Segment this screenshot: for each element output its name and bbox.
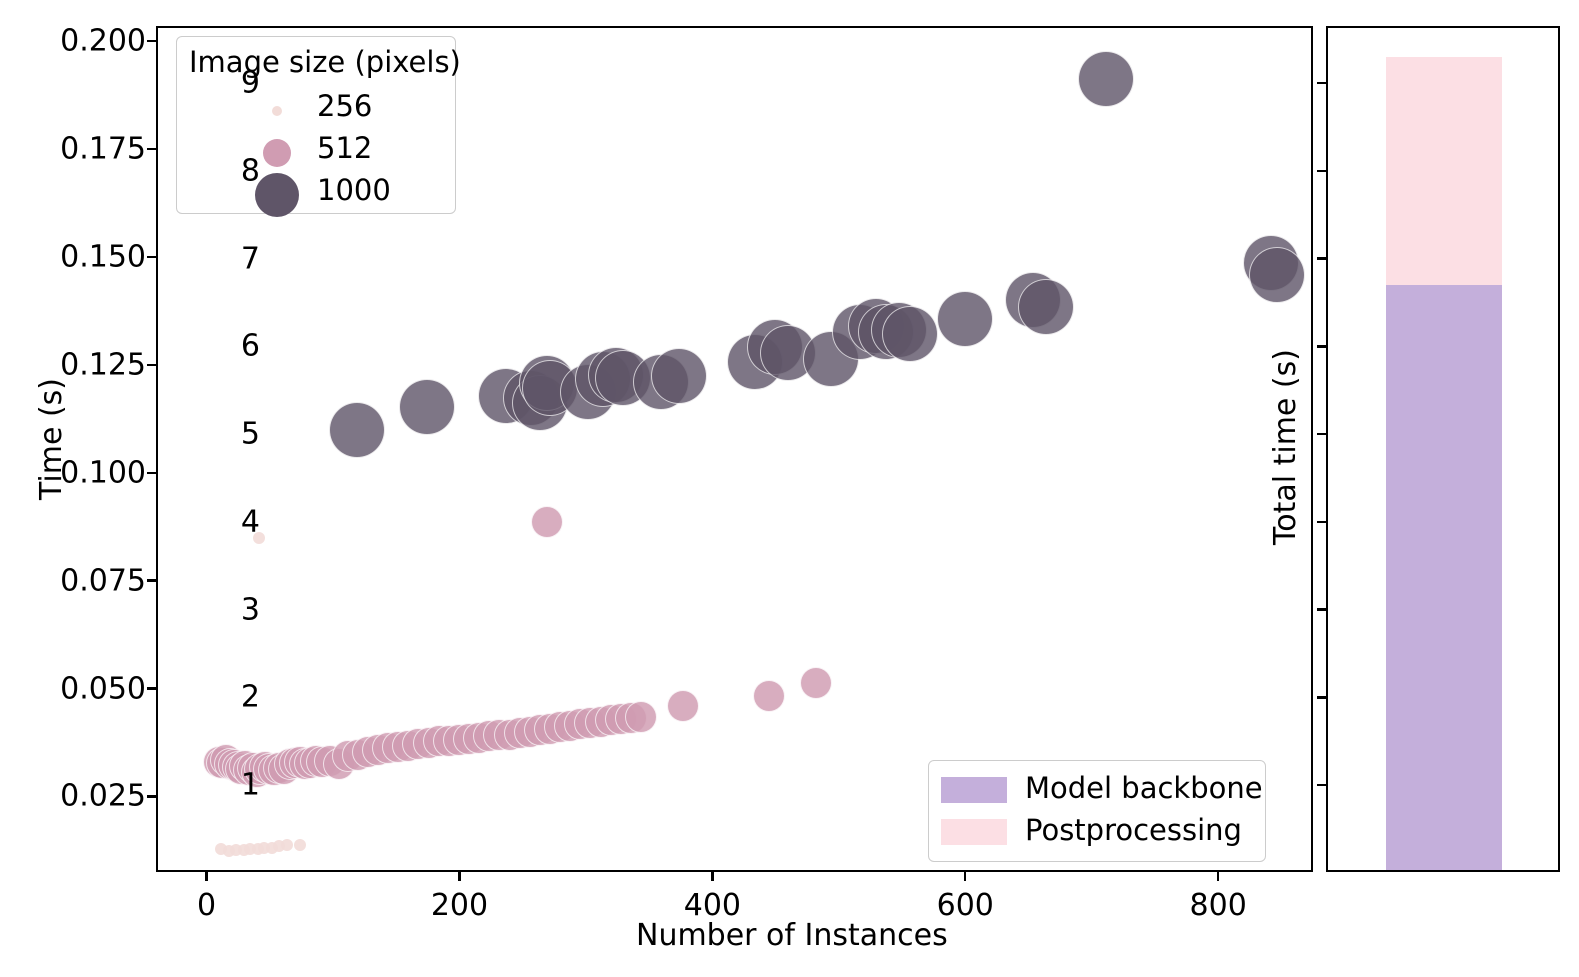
- y-tick-mark: [147, 795, 156, 798]
- right-y-tick-mark: [1317, 257, 1326, 260]
- right-y-tick-label: 4: [240, 504, 260, 540]
- stacked-bar-layer: [1328, 28, 1558, 870]
- right-y-tick-mark: [1317, 696, 1326, 699]
- right-y-tick-label: 6: [240, 328, 260, 364]
- right-y-tick-mark: [1317, 432, 1326, 436]
- size-legend-title: Image size (pixels): [189, 45, 461, 79]
- y-tick-mark: [147, 39, 156, 43]
- x-tick-label: 0: [197, 888, 217, 923]
- scatter-point: [1017, 279, 1074, 336]
- y-tick-label: 0.125: [60, 347, 146, 383]
- total-time-bar-axes: [1326, 26, 1560, 872]
- size-legend-entry-512[interactable]: 512: [177, 131, 455, 175]
- scatter-point: [293, 838, 306, 851]
- x-tick-mark: [1216, 872, 1220, 881]
- y-tick-mark: [147, 687, 156, 690]
- x-tick-mark: [964, 872, 967, 881]
- legend-label-512: 512: [317, 131, 373, 165]
- x-tick-label: 400: [683, 888, 741, 923]
- scatter-point: [1249, 247, 1306, 304]
- x-axis-label: Number of Instances: [636, 918, 948, 953]
- right-y-tick-label: 8: [240, 153, 260, 189]
- right-y-tick-label: 9: [240, 65, 260, 101]
- y-tick-mark: [147, 363, 156, 367]
- right-y-tick-mark: [1317, 608, 1326, 611]
- stack-color-legend: Model backbone Postprocessing: [928, 760, 1266, 862]
- size-legend-entry-256[interactable]: 256: [177, 89, 455, 133]
- right-y-axis-label: Total time (s): [1268, 349, 1303, 545]
- scatter-point: [752, 679, 785, 712]
- right-y-tick-mark: [1317, 81, 1326, 85]
- y-tick-mark: [147, 579, 156, 582]
- size-legend: Image size (pixels) 256 512 1000: [176, 36, 461, 217]
- legend-dot-256: [272, 106, 282, 116]
- scatter-point: [650, 348, 707, 405]
- y-tick-label: 0.025: [60, 778, 146, 814]
- legend-label-256: 256: [317, 89, 373, 123]
- y-tick-mark: [147, 471, 156, 474]
- y-tick-label: 0.075: [60, 563, 146, 599]
- y-tick-mark: [147, 147, 156, 151]
- legend-dot-1000: [255, 173, 299, 217]
- scatter-point: [625, 701, 658, 734]
- scatter-point: [280, 839, 293, 852]
- legend-label-model-backbone: Model backbone: [1025, 771, 1263, 805]
- scatter-point: [666, 690, 699, 723]
- legend-dot-512: [263, 139, 291, 167]
- right-y-tick-mark: [1317, 345, 1326, 348]
- scatter-point: [253, 532, 266, 545]
- y-tick-label: 0.100: [60, 455, 146, 491]
- scatter-point: [799, 666, 832, 699]
- right-y-tick-label: 1: [240, 767, 260, 803]
- scatter-point: [1078, 50, 1135, 107]
- scatter-points-layer: [158, 28, 1311, 870]
- right-y-tick-label: 3: [240, 592, 260, 628]
- size-legend-entry-1000[interactable]: 1000: [177, 173, 455, 217]
- scatter-point: [882, 306, 939, 363]
- legend-label-postprocessing: Postprocessing: [1025, 813, 1242, 847]
- legend-swatch-postprocessing: [941, 819, 1007, 845]
- legend-swatch-model-backbone: [941, 777, 1007, 803]
- right-y-tick-mark: [1317, 169, 1326, 172]
- x-tick-mark: [458, 872, 461, 881]
- scatter-point: [936, 291, 993, 348]
- bar-segment-postprocessing: [1386, 56, 1502, 286]
- x-tick-label: 200: [430, 888, 489, 923]
- y-tick-label: 0.050: [60, 671, 146, 707]
- right-y-tick-mark: [1317, 783, 1326, 787]
- scatter-point: [531, 506, 564, 539]
- bar-segment-model-backbone: [1386, 285, 1502, 870]
- y-axis-label: Time (s): [34, 378, 69, 500]
- right-y-tick-label: 5: [240, 416, 260, 452]
- x-tick-label: 600: [936, 888, 994, 923]
- x-tick-mark: [711, 872, 714, 881]
- x-tick-mark: [205, 872, 208, 881]
- scatter-point: [399, 378, 456, 435]
- scatter-point: [328, 402, 385, 459]
- x-tick-label: 800: [1189, 888, 1247, 923]
- y-tick-label: 0.175: [60, 131, 146, 167]
- right-y-tick-label: 2: [240, 679, 260, 715]
- y-tick-label: 0.150: [60, 239, 146, 275]
- y-tick-mark: [147, 255, 156, 259]
- y-tick-label: 0.200: [60, 23, 146, 59]
- right-y-tick-label: 7: [240, 241, 260, 277]
- legend-label-1000: 1000: [317, 173, 391, 207]
- scatter-plot-axes: [156, 26, 1313, 872]
- right-y-tick-mark: [1317, 520, 1326, 524]
